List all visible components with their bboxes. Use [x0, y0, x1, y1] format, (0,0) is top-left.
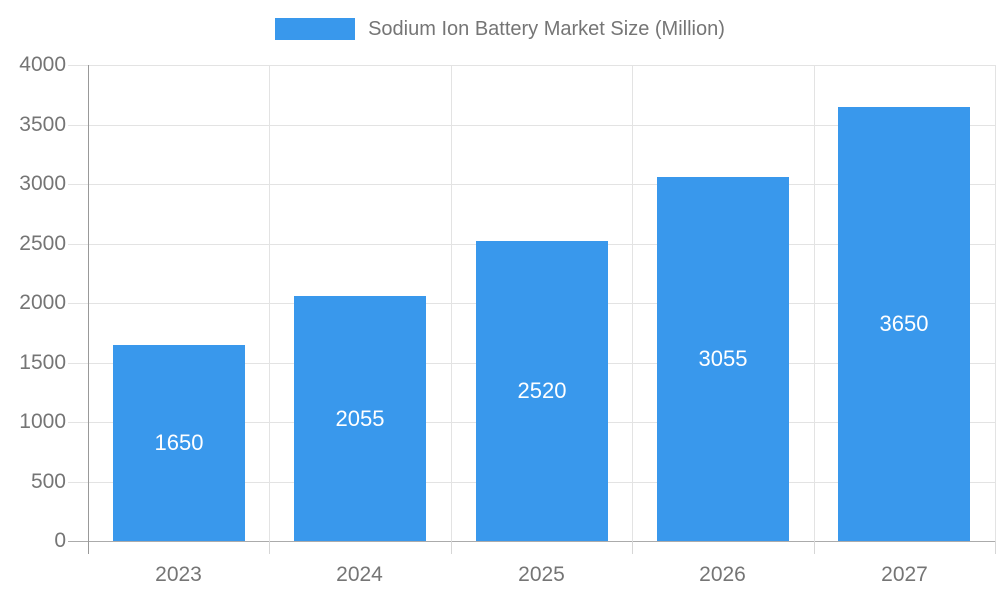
y-axis-label-3000: 3000: [19, 172, 66, 195]
x-axis-tick-2: [451, 541, 452, 554]
y-axis-tick-500: [68, 482, 88, 483]
x-axis-label-2023: 2023: [155, 563, 202, 586]
bar-value-label-2025: 2520: [517, 378, 567, 403]
y-axis-label-4000: 4000: [19, 53, 66, 76]
y-axis-tick-3500: [68, 125, 88, 126]
bar-value-label-2023: 1650: [154, 430, 204, 455]
gridline-y-3500: [88, 125, 995, 126]
gridline-x-boundary-4: [814, 65, 815, 541]
bar-2026[interactable]: [657, 177, 789, 541]
y-axis-label-0: 0: [54, 529, 66, 552]
legend[interactable]: Sodium Ion Battery Market Size (Million): [0, 15, 1000, 43]
y-axis-tick-3000: [68, 184, 88, 185]
y-axis-tick-1500: [68, 363, 88, 364]
y-axis-label-1000: 1000: [19, 410, 66, 433]
x-axis-label-2025: 2025: [518, 563, 565, 586]
bar-2023[interactable]: [113, 345, 245, 541]
y-axis-label-2500: 2500: [19, 232, 66, 255]
bar-2024[interactable]: [294, 296, 426, 541]
x-axis-label-2024: 2024: [336, 563, 383, 586]
y-axis-tick-2500: [68, 244, 88, 245]
y-axis-tick-0: [68, 541, 88, 542]
x-axis-tick-4: [814, 541, 815, 554]
gridline-x-boundary-3: [632, 65, 633, 541]
y-axis-line: [88, 65, 89, 554]
gridline-y-0: [88, 541, 995, 542]
gridline-x-boundary-1: [269, 65, 270, 541]
legend-swatch: [275, 18, 356, 40]
gridline-x-boundary-5: [995, 65, 996, 541]
gridline-y-3000: [88, 184, 995, 185]
gridline-x-boundary-2: [451, 65, 452, 541]
gridline-y-4000: [88, 65, 995, 66]
bar-value-label-2026: 3055: [698, 346, 748, 371]
x-axis-tick-5: [995, 541, 996, 554]
x-axis-label-2026: 2026: [699, 563, 746, 586]
bar-2025[interactable]: [476, 241, 608, 541]
y-axis-label-1500: 1500: [19, 351, 66, 374]
y-axis-label-500: 500: [30, 470, 66, 493]
y-axis-tick-1000: [68, 422, 88, 423]
bar-value-label-2027: 3650: [879, 311, 929, 336]
bar-2027[interactable]: [838, 107, 970, 541]
bar-value-label-2024: 2055: [335, 406, 385, 431]
legend-label: Sodium Ion Battery Market Size (Million): [368, 18, 725, 40]
y-axis-label-2000: 2000: [19, 291, 66, 314]
y-axis-tick-4000: [68, 65, 88, 66]
x-axis-tick-3: [632, 541, 633, 554]
y-axis-tick-2000: [68, 303, 88, 304]
y-axis-label-3500: 3500: [19, 113, 66, 136]
x-axis-tick-1: [269, 541, 270, 554]
x-axis-label-2027: 2027: [881, 563, 928, 586]
